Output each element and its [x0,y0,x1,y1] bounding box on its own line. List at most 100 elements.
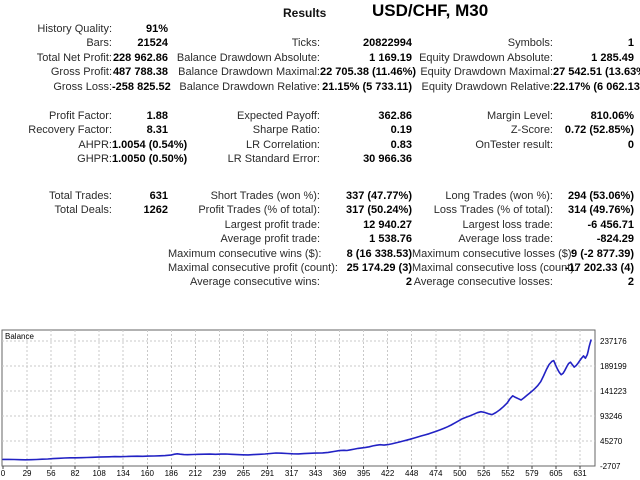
stat-label [412,152,553,166]
stats-row: Recovery Factor: 8.31 Sharpe Ratio: 0.19 Z-S… [0,123,640,137]
stat-value [553,22,634,36]
stat-value: -6 456.71 [587,218,634,231]
stat-value: -824.29 [596,233,634,246]
stat-label: Average profit trade: [220,233,320,246]
stat-label: History Quality: [37,23,112,35]
stat-label: Symbols: [507,37,553,50]
stat-value [112,275,168,289]
stat-label: Loss Trades (% of total): [433,204,553,217]
stats-block-ratios: Profit Factor: 1.88 Expected Payoff: 362.86… [0,109,640,167]
stat-label: Maximum consecutive losses ($): [412,247,575,260]
stat-value: 9 (-2 877.39) [571,247,634,260]
stat-label: GHPR: [77,153,112,166]
stat-value: 27 542.51 (13.63%) [553,66,640,79]
y-axis-tick-label: -2707 [600,462,621,471]
results-title: Results [283,6,327,20]
stat-label: OnTester result: [475,138,553,151]
stat-label: Total Net Profit: [36,51,112,64]
stat-value: 91% [145,23,168,35]
stat-label: Maximum consecutive wins ($): [168,247,322,260]
stat-value: 21524 [137,37,168,50]
stat-value: 487 788.38 [112,66,168,79]
stat-value: 25 174.29 (3) [346,261,412,274]
balance-line-series [2,339,592,461]
stats-row: Total Net Profit: 228 962.86 Balance Drawd… [0,51,640,65]
stat-value [112,218,168,232]
stat-label: Total Deals: [54,204,112,217]
stat-value: -258 825.52 [112,80,171,93]
stat-label: Average consecutive losses: [413,276,553,289]
stat-label: Long Trades (won %): [445,190,553,202]
stat-label: Balance Drawdown Absolute: [176,51,320,64]
stat-label: Profit Factor: [49,110,112,122]
stat-value: 22 705.38 (11.46%) [320,66,417,79]
x-axis-tick-label: 212 [189,469,203,478]
stat-label: Bars: [86,37,112,50]
stat-value: 228 962.86 [112,51,168,64]
stat-label [412,22,553,36]
stats-block-trades: Total Trades: 631 Short Trades (won %): 337… [0,189,640,290]
stat-value: 1.88 [146,110,168,122]
stats-row: Average profit trade: 1 538.76 Average los… [0,232,640,246]
x-axis-tick-label: 395 [357,469,371,478]
x-axis-tick-label: 265 [237,469,251,478]
stat-label: LR Standard Error: [227,153,320,166]
stats-row: Maximum consecutive wins ($): 8 (16 338.5… [0,247,640,261]
stat-value: 0 [627,138,634,151]
y-axis-tick-label: 189199 [600,362,627,371]
stats-row: AHPR: 1.0054 (0.54%) LR Correlation: 0.83 On… [0,138,640,152]
stat-label: Sharpe Ratio: [252,124,320,137]
stat-value: -17 202.33 (4) [564,261,634,274]
stat-label [0,261,112,275]
x-axis-tick-label: 526 [477,469,491,478]
stats-row: Bars: 21524 Ticks: 20822994 Symbols: 1 [0,36,640,50]
stats-row: GHPR: 1.0050 (0.50%) LR Standard Error: 30 … [0,152,640,166]
y-axis-tick-label: 141223 [600,387,627,396]
stat-value: 294 (53.06%) [567,190,634,202]
stat-label: Average consecutive wins: [189,276,320,289]
balance-chart-canvas: 0 29 56 82 108 134 160 186 212 239 265 291 317 343 369… [1,329,627,478]
stat-value: 12 940.27 [363,218,412,231]
stat-label: Ticks: [291,37,320,50]
stat-label: Maximal consecutive profit (count): [168,261,338,274]
stat-value: 362.86 [378,110,412,122]
stat-label: Largest loss trade: [462,218,554,231]
stat-value: 2 [405,276,412,289]
stat-value: 337 (47.77%) [345,190,412,202]
stat-value [112,247,168,261]
stat-label: Gross Loss: [53,80,112,93]
stats-row: History Quality: 91% [0,22,640,36]
stat-value: 30 966.36 [363,153,412,166]
stat-label: Balance Drawdown Maximal: [178,66,320,79]
stat-label: Total Trades: [49,190,112,202]
stats-row: Largest profit trade: 12 940.27 Largest lo… [0,218,640,232]
x-axis-tick-label: 605 [549,469,563,478]
stat-label: Z-Score: [510,124,553,137]
stats-row: Average consecutive wins: 2 Average consec… [0,275,640,289]
chart-title: Balance [5,332,34,341]
x-axis-tick-label: 108 [92,469,106,478]
stat-value: 8.31 [146,124,168,137]
y-axis-tick-label: 45270 [600,437,623,446]
stat-label: Gross Profit: [50,66,112,79]
stat-value: 810.06% [590,110,634,122]
x-axis-tick-label: 500 [453,469,467,478]
stat-value: 2 [627,276,634,289]
stat-label: Equity Drawdown Maximal: [420,66,553,79]
stat-label: AHPR: [78,138,112,151]
stat-value: 1.0050 (0.50%) [112,153,188,166]
x-axis-tick-label: 631 [573,469,587,478]
stat-label: Expected Payoff: [237,110,320,122]
stat-label [0,247,112,261]
x-axis-tick-label: 56 [47,469,56,478]
stat-value: 314 (49.76%) [567,204,634,217]
x-axis-tick-label: 291 [261,469,275,478]
x-axis-tick-label: 29 [23,469,32,478]
stat-value: 1262 [143,204,168,217]
stat-value: 1 285.49 [591,51,634,64]
stat-label [0,275,112,289]
stat-label: Maximal consecutive loss (count): [412,261,578,274]
stat-value: 1 169.19 [369,51,412,64]
stat-label: Margin Level: [486,110,553,122]
